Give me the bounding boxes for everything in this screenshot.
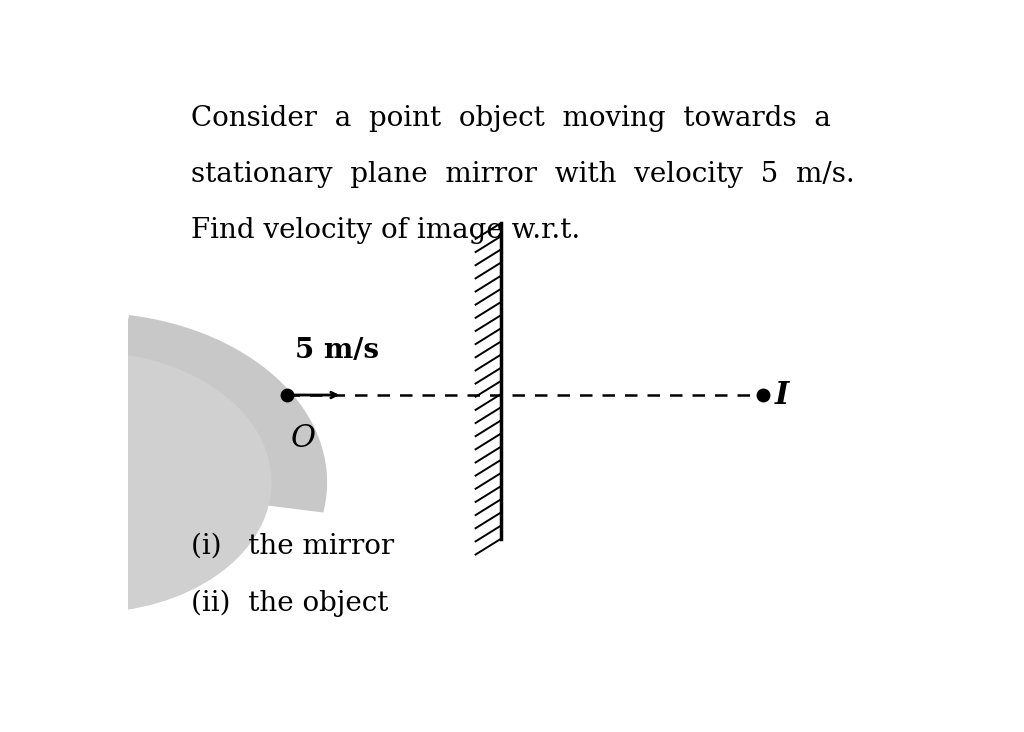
Text: 5 m/s: 5 m/s [295,337,379,364]
Polygon shape [120,316,327,512]
Text: (ii)  the object: (ii) the object [191,589,389,617]
Text: I: I [775,379,790,411]
Text: Consider  a  point  object  moving  towards  a: Consider a point object moving towards a [191,105,831,132]
Text: Find velocity of image w.r.t.: Find velocity of image w.r.t. [191,217,581,244]
Text: O: O [291,423,315,454]
Text: stationary  plane  mirror  with  velocity  5  m/s.: stationary plane mirror with velocity 5 … [191,161,855,188]
Circle shape [0,353,270,612]
Text: (i)   the mirror: (i) the mirror [191,533,394,560]
